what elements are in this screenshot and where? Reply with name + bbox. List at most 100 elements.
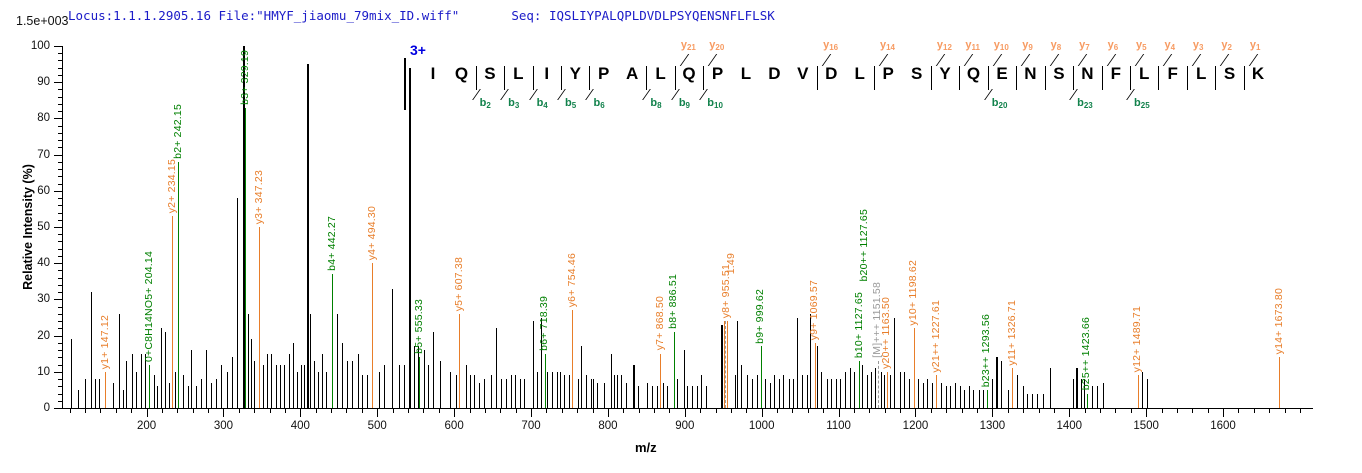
peak: [899, 371, 901, 408]
residue-letter: D: [825, 64, 838, 83]
peak: [126, 360, 128, 408]
y-ion-label: y4: [1164, 39, 1176, 52]
y-tick-major: [54, 190, 62, 192]
peak-annotated: [1137, 375, 1139, 408]
peak: [968, 386, 970, 408]
y-ion-label: y20: [709, 39, 725, 52]
peak-label: b9+ 999.62: [754, 288, 767, 344]
y-ion-label: y2: [1221, 39, 1232, 52]
y-tick-minor: [58, 357, 62, 359]
y-tick-minor: [58, 219, 62, 221]
peak: [362, 375, 364, 408]
x-tick-major: [146, 409, 148, 417]
b-ion-label: b23: [1077, 97, 1093, 110]
x-tick-minor: [1130, 409, 1132, 413]
peak-annotated: [723, 321, 725, 408]
residue-letter: Q: [682, 64, 696, 83]
x-tick-minor: [592, 409, 594, 413]
b-ion-label: b20: [991, 97, 1008, 110]
peak-annotated: [814, 342, 816, 408]
residue-letter: Y: [569, 64, 581, 83]
x-tick-minor: [208, 409, 210, 413]
peak: [469, 375, 471, 408]
cleavage-mark: [1215, 66, 1217, 90]
peak: [164, 331, 166, 408]
peak: [881, 371, 883, 408]
x-tick-major: [1146, 409, 1148, 417]
residue-letter: S: [1053, 64, 1065, 83]
peak: [113, 382, 115, 408]
residue-letter: Q: [454, 64, 469, 83]
x-tick-minor: [100, 409, 102, 413]
y-tick-minor: [58, 132, 62, 134]
y-tick-minor: [58, 147, 62, 149]
peak: [91, 292, 93, 408]
peak: [638, 386, 640, 408]
y-tick-major: [54, 227, 62, 228]
residue-letter: L: [1139, 64, 1150, 83]
y-ion-label: y12: [936, 39, 952, 52]
x-tick-minor: [823, 409, 825, 413]
peak: [769, 382, 771, 408]
peak: [191, 350, 193, 408]
residue-letter: L: [854, 64, 865, 83]
peak-label: y6+ 754.46: [565, 253, 578, 308]
y-tick-major: [54, 371, 62, 373]
peak: [266, 353, 268, 408]
peak: [845, 371, 846, 408]
peak: [132, 353, 134, 408]
x-tick-minor: [1284, 409, 1286, 413]
x-tick-minor: [161, 409, 163, 413]
peak: [568, 375, 570, 408]
y-ion-label: y9: [1022, 39, 1033, 52]
x-tick-minor: [284, 409, 286, 413]
peak-annotated: [572, 310, 574, 408]
peak: [99, 379, 101, 408]
peak: [735, 375, 737, 408]
peak-label: y1+ 147.12: [98, 314, 111, 369]
x-tick-minor: [69, 409, 71, 413]
x-tick-minor: [884, 409, 886, 413]
peak: [854, 371, 856, 408]
cleavage-mark: [1073, 66, 1075, 90]
x-tick-label: 600: [444, 420, 464, 432]
peak-annotated: [419, 357, 421, 408]
x-tick-minor: [853, 409, 855, 413]
peak: [810, 313, 812, 408]
x-tick-minor: [115, 409, 117, 413]
peak: [156, 386, 158, 408]
peak: [182, 375, 184, 408]
peak-annotated: [726, 321, 728, 408]
peak-annotated: [245, 107, 247, 408]
peak: [564, 375, 566, 408]
x-tick-minor: [700, 409, 702, 413]
x-tick-label: 700: [521, 420, 541, 432]
peak: [187, 386, 189, 408]
x-tick-minor: [1100, 409, 1101, 413]
precursor-line: [724, 321, 726, 408]
peak-annotated: [259, 227, 261, 408]
x-tick-minor: [807, 409, 809, 413]
x-tick-minor: [1007, 409, 1009, 413]
peak-label: y10+ 1198.62: [907, 259, 920, 326]
header-locus-file-text: Locus:1.1.1.2905.16 File:"HMYF_jiaomu_79…: [68, 8, 460, 23]
y-tick-minor: [58, 74, 62, 76]
residue-letter: V: [797, 64, 809, 83]
x-tick-minor: [1115, 409, 1117, 413]
peak-annotated: [673, 331, 675, 408]
peak: [318, 371, 320, 408]
peak: [1084, 379, 1086, 408]
x-tick-major: [531, 409, 533, 417]
x-tick-minor: [1269, 409, 1271, 413]
y-tick-major: [54, 118, 62, 120]
x-tick-minor: [1192, 409, 1194, 413]
residue-letter: I: [544, 64, 550, 83]
xaxis-title: m/z: [635, 440, 657, 455]
y-ion-label: y21: [680, 39, 696, 52]
peak-annotated: [105, 371, 107, 408]
x-tick-minor: [961, 409, 963, 413]
y-tick-label: 10: [37, 365, 50, 378]
peak: [379, 371, 381, 408]
peak: [964, 389, 966, 408]
peak: [656, 386, 658, 408]
